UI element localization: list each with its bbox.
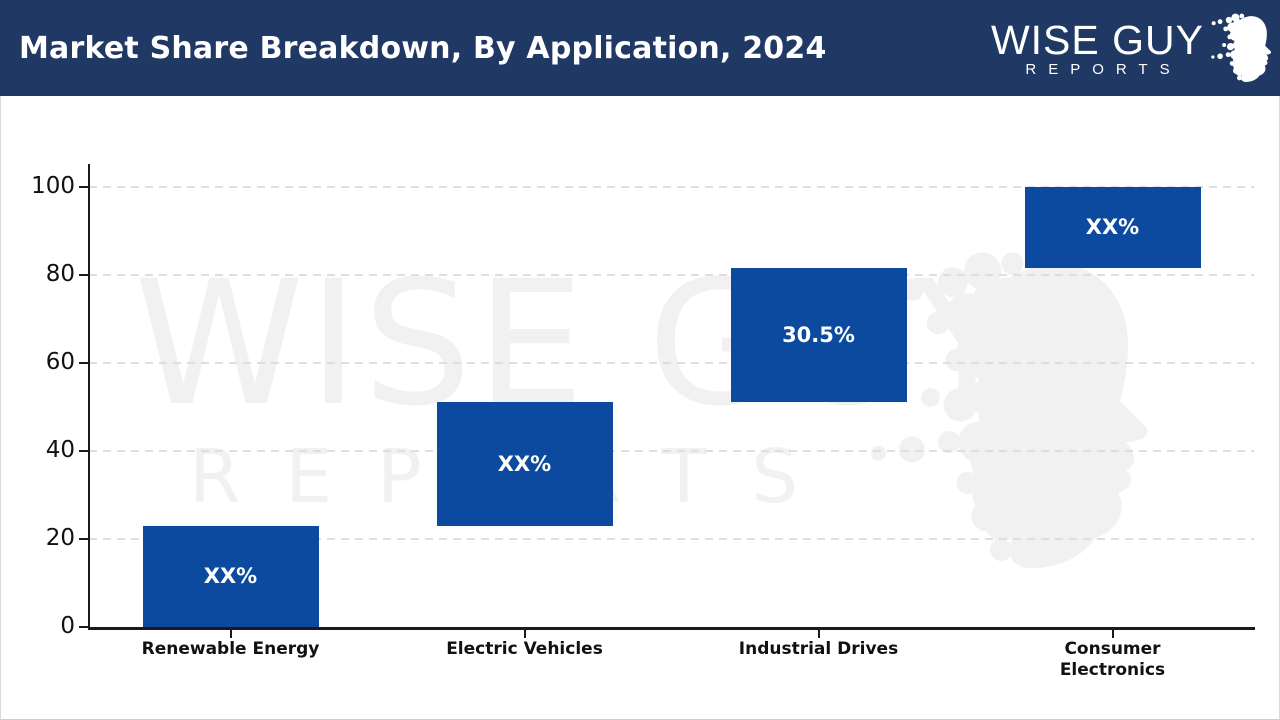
y-tick-label: 100 bbox=[31, 172, 75, 199]
bar-industrial-drives: 30.5% bbox=[730, 267, 907, 403]
y-tick-label: 80 bbox=[45, 260, 75, 287]
y-tick-mark bbox=[79, 626, 88, 628]
y-tick-label: 20 bbox=[45, 524, 75, 551]
bar-value-label: 30.5% bbox=[782, 323, 855, 348]
bar-electric-vehicles: XX% bbox=[436, 402, 613, 526]
chart-area: WISE GUY REPORTS 020406080100XX%Renewabl… bbox=[0, 96, 1280, 720]
gridline bbox=[89, 185, 1254, 188]
y-tick-label: 60 bbox=[45, 348, 75, 375]
bar-renewable-energy: XX% bbox=[142, 525, 319, 627]
x-axis-label: Electric Vehicles bbox=[405, 639, 645, 660]
x-tick-mark bbox=[1111, 630, 1114, 638]
x-tick-mark bbox=[229, 630, 232, 638]
logo-head-icon bbox=[1211, 13, 1272, 82]
x-axis-line bbox=[88, 627, 1255, 630]
bar-value-label: XX% bbox=[497, 452, 552, 476]
bar-value-label: XX% bbox=[203, 564, 258, 589]
x-tick-mark bbox=[523, 630, 526, 638]
gridline bbox=[89, 273, 1254, 276]
x-axis-label-line: Electronics bbox=[1059, 660, 1166, 680]
header-bar: Market Share Breakdown, By Application, … bbox=[0, 0, 1280, 96]
y-tick-mark bbox=[79, 273, 88, 276]
y-tick-mark bbox=[79, 361, 88, 364]
y-tick-mark bbox=[79, 185, 88, 188]
y-tick-mark bbox=[79, 537, 88, 540]
x-axis-label: Renewable Energy bbox=[111, 639, 351, 660]
gridline bbox=[89, 449, 1254, 452]
logo-wordmark: WISE GUY REPORTS bbox=[990, 17, 1204, 79]
page-title: Market Share Breakdown, By Application, … bbox=[19, 30, 827, 66]
gridline bbox=[89, 537, 1254, 540]
y-tick-mark bbox=[79, 449, 88, 452]
bar-value-label: XX% bbox=[1085, 215, 1140, 240]
gridline bbox=[89, 361, 1254, 364]
bar-consumer-electronics: XX% bbox=[1024, 186, 1201, 268]
x-axis-label-line: Industrial Drives bbox=[738, 639, 899, 659]
y-axis-line bbox=[88, 164, 90, 627]
x-axis-label-line: Electric Vehicles bbox=[446, 639, 603, 659]
y-tick-label: 40 bbox=[45, 436, 75, 463]
wiseguy-logo: WISE GUY REPORTS bbox=[991, 0, 1272, 96]
y-tick-label: 0 bbox=[60, 613, 75, 639]
logo-wordmark-line1: WISE GUY bbox=[990, 17, 1204, 63]
x-axis-label-line: Consumer bbox=[1064, 639, 1161, 659]
x-axis-label: Consumer Electronics bbox=[993, 639, 1233, 681]
logo-wordmark-line2: REPORTS bbox=[1025, 61, 1182, 78]
x-axis-label: Industrial Drives bbox=[699, 639, 939, 660]
x-axis-label-line: Renewable Energy bbox=[141, 639, 320, 659]
x-tick-mark bbox=[817, 630, 820, 638]
